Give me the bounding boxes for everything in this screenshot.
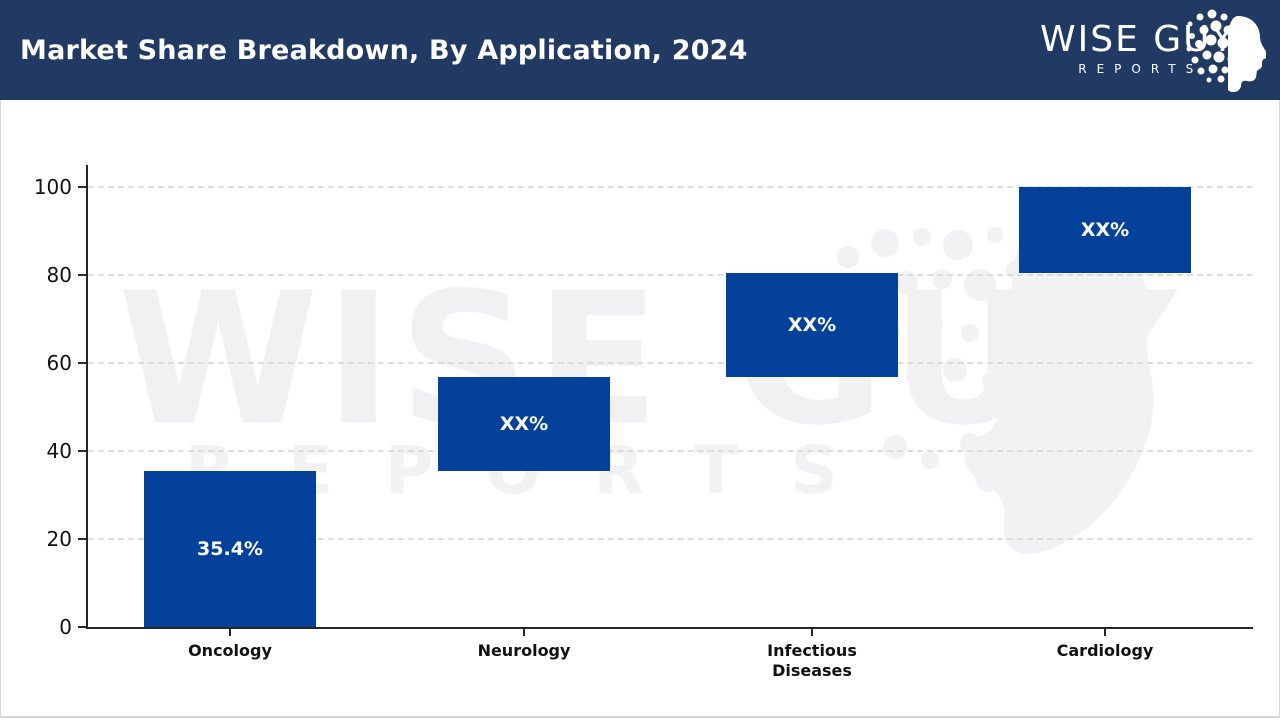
category-label-infectious-diseases: Infectious Diseases (767, 641, 857, 680)
bar-infectious-diseases: XX% (726, 272, 898, 378)
y-tick-label-40: 40 (46, 439, 72, 463)
dot-face-profile-icon (1186, 9, 1266, 92)
y-tick-label-60: 60 (46, 351, 72, 375)
category-label-cardiology: Cardiology (1056, 641, 1154, 660)
bottom-divider (0, 716, 1280, 718)
y-tick-100 (78, 186, 87, 188)
x-tick-infectious-diseases (811, 629, 813, 636)
bar-neurology: XX% (438, 377, 610, 472)
brand-logo: WISE GUY REPORTS (1016, 6, 1266, 94)
gridline-40 (88, 450, 1253, 452)
bar-value-label-neurology: XX% (499, 413, 549, 436)
y-tick-label-20: 20 (46, 527, 72, 551)
y-tick-0 (78, 626, 87, 628)
bar-value-label-cardiology: XX% (1080, 218, 1130, 241)
x-tick-neurology (523, 629, 525, 636)
x-tick-oncology (229, 629, 231, 636)
gridline-20 (88, 538, 1253, 540)
y-tick-label-80: 80 (46, 263, 72, 287)
y-tick-label-0: 0 (59, 615, 72, 639)
brand-logo-text: WISE GUY REPORTS (1040, 20, 1236, 76)
gridline-100 (88, 186, 1253, 188)
header-bar: Market Share Breakdown, By Application, … (0, 0, 1280, 100)
y-tick-label-100: 100 (33, 175, 72, 199)
bar-value-label-infectious-diseases: XX% (787, 313, 837, 336)
y-axis (86, 165, 88, 629)
x-tick-cardiology (1104, 629, 1106, 636)
brand-logo-subtitle: REPORTS (1078, 61, 1204, 76)
bar-cardiology: XX% (1019, 187, 1191, 273)
page-title: Market Share Breakdown, By Application, … (20, 34, 748, 66)
bar-oncology: 35.4% (144, 471, 316, 627)
gridline-80 (88, 274, 1253, 276)
gridline-60 (88, 362, 1253, 364)
y-tick-80 (78, 274, 87, 276)
bar-value-label-oncology: 35.4% (197, 538, 263, 561)
category-label-neurology: Neurology (477, 641, 571, 660)
y-tick-40 (78, 450, 87, 452)
left-edge-line (0, 100, 1, 717)
category-label-oncology: Oncology (188, 641, 272, 660)
brand-logo-name: WISE GUY (1040, 19, 1236, 60)
y-tick-60 (78, 362, 87, 364)
x-axis (86, 627, 1253, 629)
y-tick-20 (78, 538, 87, 540)
